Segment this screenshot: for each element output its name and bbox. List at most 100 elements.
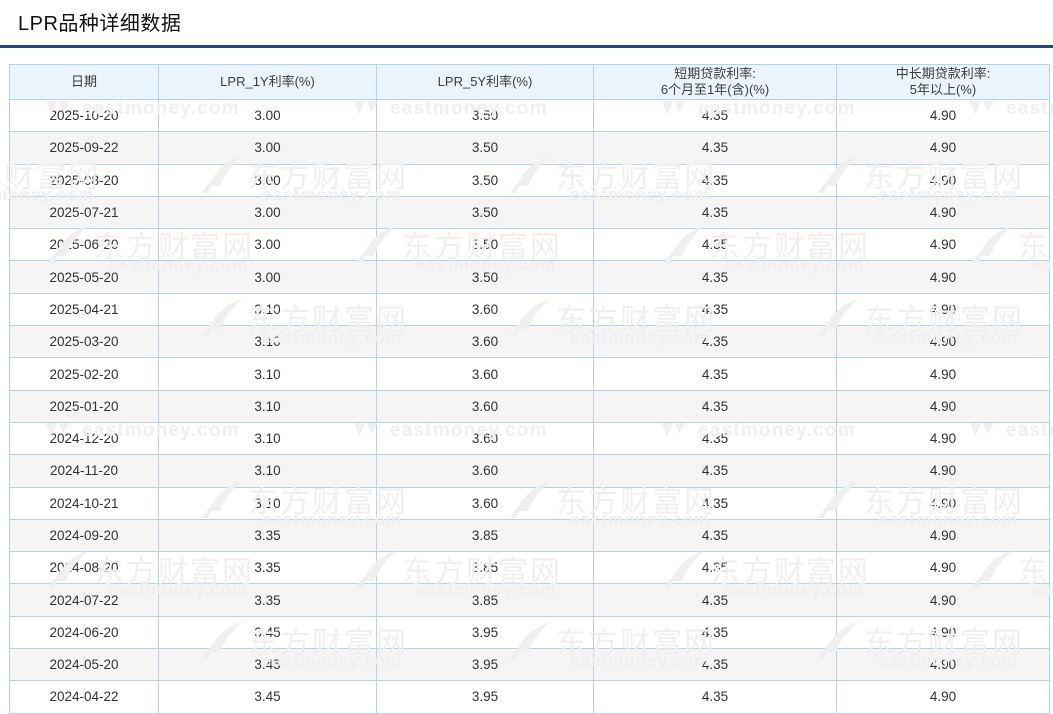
- table-row: 2025-08-20 3.00 3.50 4.35 4.90: [9, 163, 1050, 197]
- cell-lpr-1y: 3.10: [158, 454, 377, 488]
- cell-mid-long-term-rate: 4.90: [836, 260, 1050, 294]
- cell-date: 2024-12-20: [9, 421, 159, 456]
- cell-lpr-1y: 3.00: [158, 131, 377, 165]
- cell-date: 2025-10-20: [9, 98, 159, 133]
- cell-mid-long-term-rate: 4.90: [836, 292, 1050, 327]
- cell-date: 2025-01-20: [9, 389, 159, 423]
- cell-lpr-1y: 3.10: [158, 325, 377, 359]
- cell-date: 2025-03-20: [9, 325, 159, 359]
- cell-short-term-rate: 4.35: [593, 421, 837, 456]
- table-row: 2024-09-20 3.35 3.85 4.35 4.90: [9, 518, 1050, 553]
- table-row: 2025-05-20 3.00 3.50 4.35 4.90: [9, 260, 1050, 294]
- cell-short-term-rate: 4.35: [593, 583, 837, 617]
- cell-lpr-1y: 3.45: [158, 648, 377, 682]
- column-header-lpr-5y: LPR_5Y利率(%): [376, 64, 594, 100]
- table-row: 2024-07-22 3.35 3.85 4.35 4.90: [9, 583, 1050, 617]
- column-header-date: 日期: [9, 64, 159, 100]
- cell-lpr-5y: 3.60: [376, 454, 594, 488]
- cell-lpr-5y: 3.85: [376, 583, 594, 617]
- cell-lpr-5y: 3.95: [376, 615, 594, 650]
- cell-date: 2025-06-20: [9, 228, 159, 262]
- table-header-row: 日期 LPR_1Y利率(%) LPR_5Y利率(%) 短期贷款利率: 6个月至1…: [9, 64, 1050, 100]
- cell-short-term-rate: 4.35: [593, 680, 837, 714]
- cell-lpr-5y: 3.60: [376, 389, 594, 423]
- table-row: 2025-01-20 3.10 3.60 4.35 4.90: [9, 389, 1050, 423]
- cell-short-term-rate: 4.35: [593, 325, 837, 359]
- table-row: 2024-12-20 3.10 3.60 4.35 4.90: [9, 421, 1050, 456]
- cell-date: 2024-11-20: [9, 454, 159, 488]
- cell-lpr-5y: 3.50: [376, 131, 594, 165]
- table-row: 2024-08-20 3.35 3.85 4.35 4.90: [9, 551, 1050, 585]
- cell-short-term-rate: 4.35: [593, 551, 837, 585]
- cell-lpr-5y: 3.60: [376, 325, 594, 359]
- cell-lpr-5y: 3.95: [376, 680, 594, 714]
- cell-lpr-1y: 3.10: [158, 486, 377, 520]
- cell-mid-long-term-rate: 4.90: [836, 421, 1050, 456]
- table-row: 2025-03-20 3.10 3.60 4.35 4.90: [9, 325, 1050, 359]
- cell-mid-long-term-rate: 4.90: [836, 228, 1050, 262]
- title-divider: [0, 45, 1053, 48]
- cell-lpr-5y: 3.60: [376, 357, 594, 391]
- cell-lpr-5y: 3.85: [376, 551, 594, 585]
- table-row: 2024-10-21 3.10 3.60 4.35 4.90: [9, 486, 1050, 520]
- cell-short-term-rate: 4.35: [593, 195, 837, 230]
- column-header-short-term-rate: 短期贷款利率: 6个月至1年(含)(%): [593, 64, 837, 100]
- cell-lpr-5y: 3.50: [376, 98, 594, 133]
- cell-lpr-1y: 3.10: [158, 292, 377, 327]
- cell-lpr-1y: 3.35: [158, 518, 377, 553]
- cell-lpr-1y: 3.00: [158, 163, 377, 197]
- cell-lpr-1y: 3.00: [158, 260, 377, 294]
- cell-mid-long-term-rate: 4.90: [836, 583, 1050, 617]
- cell-date: 2025-09-22: [9, 131, 159, 165]
- cell-lpr-1y: 3.00: [158, 228, 377, 262]
- cell-lpr-1y: 3.10: [158, 389, 377, 423]
- cell-mid-long-term-rate: 4.90: [836, 518, 1050, 553]
- cell-date: 2024-10-21: [9, 486, 159, 520]
- cell-date: 2024-04-22: [9, 680, 159, 714]
- cell-date: 2024-08-20: [9, 551, 159, 585]
- cell-mid-long-term-rate: 4.90: [836, 389, 1050, 423]
- cell-lpr-1y: 3.00: [158, 98, 377, 133]
- table-row: 2025-02-20 3.10 3.60 4.35 4.90: [9, 357, 1050, 391]
- cell-short-term-rate: 4.35: [593, 131, 837, 165]
- cell-date: 2024-09-20: [9, 518, 159, 553]
- cell-short-term-rate: 4.35: [593, 454, 837, 488]
- table-header: 日期 LPR_1Y利率(%) LPR_5Y利率(%) 短期贷款利率: 6个月至1…: [9, 64, 1050, 100]
- cell-mid-long-term-rate: 4.90: [836, 551, 1050, 585]
- lpr-data-table: 日期 LPR_1Y利率(%) LPR_5Y利率(%) 短期贷款利率: 6个月至1…: [9, 64, 1050, 714]
- cell-lpr-5y: 3.60: [376, 292, 594, 327]
- cell-date: 2025-02-20: [9, 357, 159, 391]
- table-row: 2024-11-20 3.10 3.60 4.35 4.90: [9, 454, 1050, 488]
- cell-lpr-5y: 3.50: [376, 260, 594, 294]
- cell-lpr-5y: 3.85: [376, 518, 594, 553]
- cell-short-term-rate: 4.35: [593, 292, 837, 327]
- cell-short-term-rate: 4.35: [593, 98, 837, 133]
- cell-short-term-rate: 4.35: [593, 228, 837, 262]
- cell-mid-long-term-rate: 4.90: [836, 680, 1050, 714]
- cell-lpr-5y: 3.60: [376, 486, 594, 520]
- cell-short-term-rate: 4.35: [593, 648, 837, 682]
- cell-lpr-5y: 3.50: [376, 163, 594, 197]
- cell-date: 2025-04-21: [9, 292, 159, 327]
- cell-date: 2025-08-20: [9, 163, 159, 197]
- cell-mid-long-term-rate: 4.90: [836, 357, 1050, 391]
- cell-lpr-1y: 3.45: [158, 680, 377, 714]
- cell-mid-long-term-rate: 4.90: [836, 325, 1050, 359]
- cell-short-term-rate: 4.35: [593, 518, 837, 553]
- cell-lpr-1y: 3.10: [158, 357, 377, 391]
- cell-mid-long-term-rate: 4.90: [836, 486, 1050, 520]
- table-row: 2024-05-20 3.45 3.95 4.35 4.90: [9, 648, 1050, 682]
- table-row: 2025-10-20 3.00 3.50 4.35 4.90: [9, 98, 1050, 133]
- column-header-mid-long-term-rate: 中长期贷款利率: 5年以上(%): [836, 64, 1050, 100]
- cell-mid-long-term-rate: 4.90: [836, 648, 1050, 682]
- cell-lpr-5y: 3.60: [376, 421, 594, 456]
- cell-lpr-1y: 3.10: [158, 421, 377, 456]
- cell-lpr-1y: 3.35: [158, 551, 377, 585]
- cell-short-term-rate: 4.35: [593, 615, 837, 650]
- table-row: 2024-06-20 3.45 3.95 4.35 4.90: [9, 615, 1050, 650]
- cell-lpr-1y: 3.45: [158, 615, 377, 650]
- cell-lpr-5y: 3.95: [376, 648, 594, 682]
- cell-mid-long-term-rate: 4.90: [836, 163, 1050, 197]
- cell-short-term-rate: 4.35: [593, 486, 837, 520]
- table-row: 2024-04-22 3.45 3.95 4.35 4.90: [9, 680, 1050, 714]
